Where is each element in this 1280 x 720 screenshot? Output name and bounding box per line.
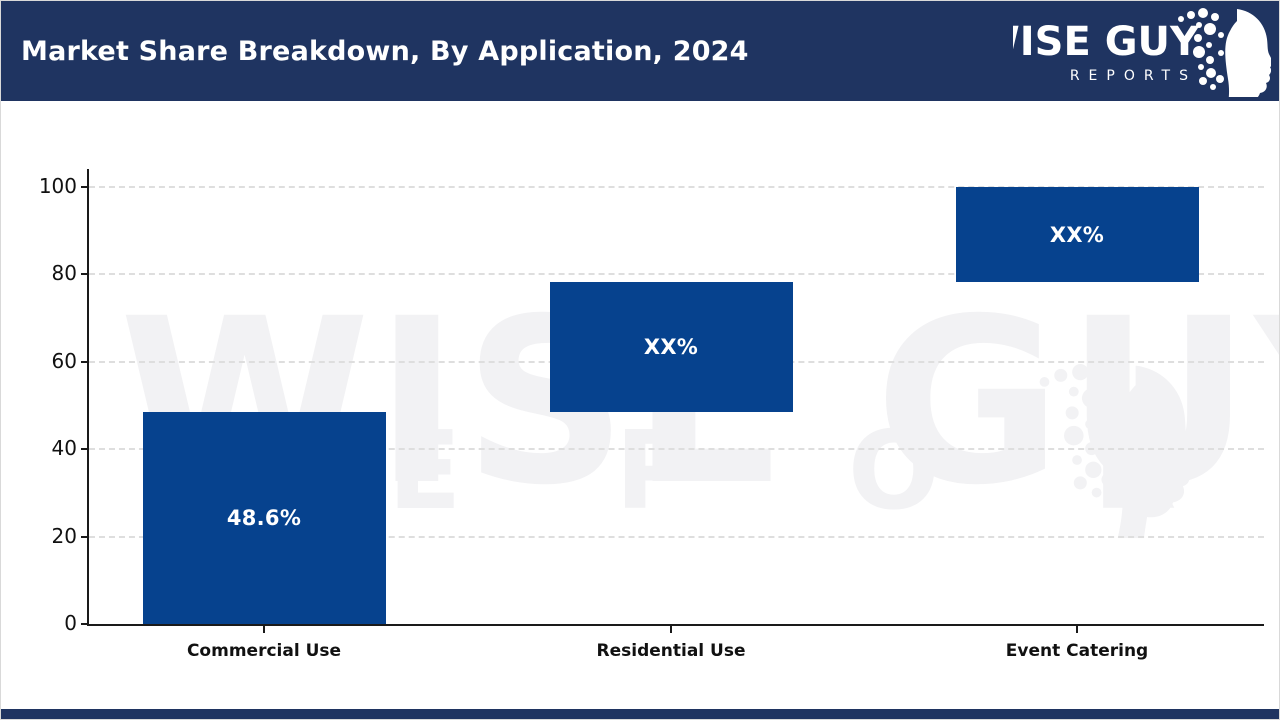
y-tick-mark-100 (81, 186, 89, 188)
footer-band (1, 709, 1279, 719)
header-band: Market Share Breakdown, By Application, … (1, 1, 1279, 101)
bar-value-label: XX% (1049, 222, 1105, 247)
logo-wordmark: WISE GUY REPORTS (1013, 19, 1200, 84)
y-tick-mark-20 (81, 535, 89, 538)
gridline-100 (89, 186, 1264, 188)
gridline-80 (89, 273, 1264, 276)
watermark-face-icon (1024, 364, 1191, 539)
y-tick-label-80: 80 (51, 261, 77, 286)
y-tick-mark-60 (81, 360, 89, 363)
logo-name-text: WISE GUY (1013, 19, 1200, 65)
y-tick-mark-40 (81, 448, 89, 451)
y-tick-label-100: 100 (38, 174, 77, 198)
chart-title: Market Share Breakdown, By Application, … (21, 35, 749, 67)
y-tick-mark-80 (81, 273, 89, 276)
bar-residential-use: XX% (549, 282, 793, 412)
bar-commercial-use: 48.6% (142, 411, 386, 624)
logo-subname-text: REPORTS (1070, 68, 1197, 84)
y-tick-label-0: 0 (64, 611, 77, 635)
x-category-label: Residential Use (596, 641, 746, 661)
bar-value-label: 48.6% (226, 505, 302, 530)
gridline-20 (89, 535, 1264, 538)
x-tick-mark-1 (263, 626, 265, 633)
x-category-label: Commercial Use (186, 641, 342, 661)
x-tick-mark-3 (1076, 626, 1078, 633)
x-tick-mark-2 (670, 626, 672, 633)
gridline-40 (89, 448, 1264, 451)
bar-value-label: XX% (643, 334, 699, 359)
y-tick-label-60: 60 (51, 348, 77, 373)
wise-guy-reports-logo: WISE GUY REPORTS (1013, 8, 1271, 97)
bar-event-catering: XX% (955, 187, 1199, 283)
logo-face-icon (1178, 8, 1271, 97)
x-axis (87, 624, 1264, 626)
y-tick-mark-0 (81, 623, 89, 625)
y-tick-label-40: 40 (51, 436, 77, 461)
y-tick-label-20: 20 (51, 523, 77, 548)
y-axis (87, 169, 89, 626)
x-category-label: Event Catering (1005, 641, 1149, 661)
